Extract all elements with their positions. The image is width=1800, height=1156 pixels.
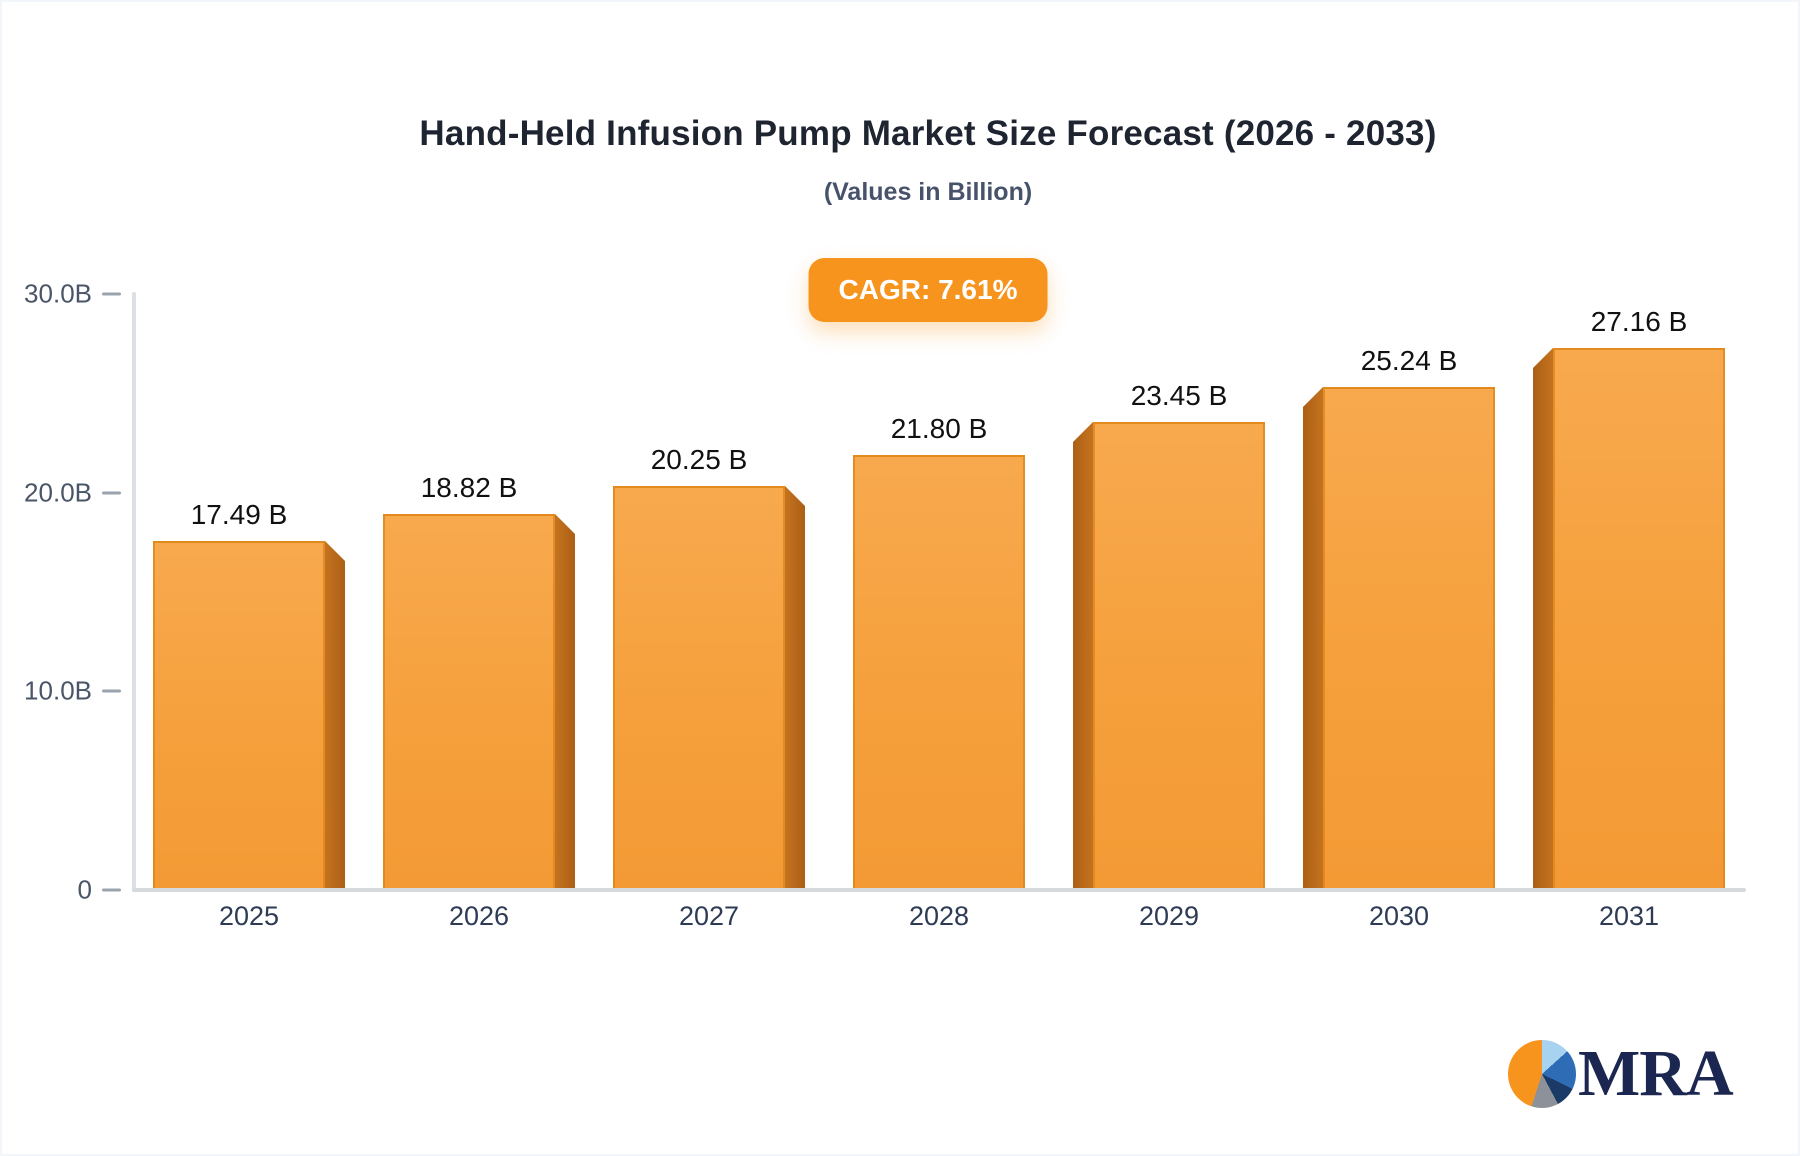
bar-2027 bbox=[613, 486, 785, 888]
bar-3d-side-2029 bbox=[1073, 422, 1093, 888]
x-axis-line bbox=[132, 888, 1746, 892]
y-tick-mark bbox=[102, 888, 121, 892]
y-tick-mark bbox=[102, 689, 121, 693]
bar-value-label: 23.45 B bbox=[1130, 380, 1228, 411]
brand-logo: MRA bbox=[1508, 1037, 1734, 1110]
x-tick-label: 2025 bbox=[218, 901, 280, 931]
y-axis-line bbox=[132, 292, 136, 892]
bar-3d-side-2026 bbox=[555, 514, 575, 888]
bar-value-label: 18.82 B bbox=[420, 472, 518, 503]
y-tick-mark bbox=[102, 491, 121, 495]
x-tick-label: 2029 bbox=[1138, 901, 1200, 931]
bar-3d-side-2027 bbox=[785, 486, 805, 888]
y-tick-label: 10.0B bbox=[24, 675, 92, 706]
x-tick-label: 2030 bbox=[1368, 901, 1430, 931]
bar-3d-side-2025 bbox=[325, 541, 345, 888]
bar-value-label: 27.16 B bbox=[1590, 306, 1688, 337]
y-tick-label: 20.0B bbox=[24, 477, 92, 508]
x-tick-label: 2027 bbox=[678, 901, 740, 931]
y-tick-label: 0 bbox=[77, 874, 92, 905]
y-tick-mark bbox=[102, 292, 121, 296]
cagr-badge: CAGR: 7.61% bbox=[808, 258, 1048, 322]
x-tick-label: 2031 bbox=[1598, 901, 1660, 931]
bar-2029 bbox=[1093, 422, 1265, 888]
pie-chart-logo-icon bbox=[1508, 1040, 1576, 1108]
bar-value-label: 21.80 B bbox=[890, 413, 988, 444]
chart-title: Hand-Held Infusion Pump Market Size Fore… bbox=[419, 114, 1437, 153]
x-tick-label: 2028 bbox=[908, 901, 970, 931]
bar-value-label: 17.49 B bbox=[190, 499, 288, 530]
bar-2030 bbox=[1323, 387, 1495, 888]
bar-3d-side-2030 bbox=[1303, 387, 1323, 888]
chart-subtitle: (Values in Billion) bbox=[823, 178, 1033, 206]
bar-3d-side-2031 bbox=[1533, 348, 1553, 888]
bar-value-label: 25.24 B bbox=[1360, 345, 1458, 376]
bar-value-label: 20.25 B bbox=[650, 444, 748, 475]
bar-2026 bbox=[383, 514, 555, 888]
brand-logo-text: MRA bbox=[1578, 1037, 1734, 1110]
y-tick-label: 30.0B bbox=[24, 278, 92, 309]
bar-2031 bbox=[1553, 348, 1725, 888]
bar-2025 bbox=[153, 541, 325, 888]
bar-2028 bbox=[853, 455, 1025, 888]
x-tick-label: 2026 bbox=[448, 901, 510, 931]
